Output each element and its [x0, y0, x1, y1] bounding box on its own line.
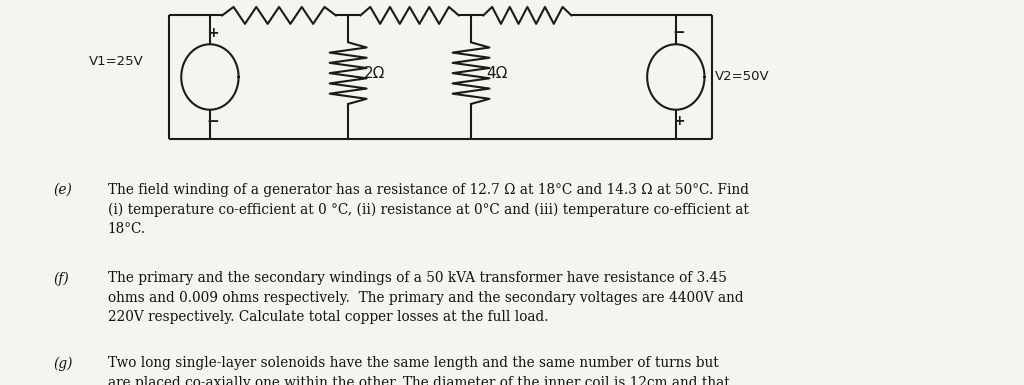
Text: Two long single-layer solenoids have the same length and the same number of turn: Two long single-layer solenoids have the…: [108, 356, 729, 385]
Text: The field winding of a generator has a resistance of 12.7 Ω at 18°C and 14.3 Ω a: The field winding of a generator has a r…: [108, 183, 749, 236]
Text: −: −: [207, 114, 219, 129]
Text: V2=50V: V2=50V: [715, 70, 769, 84]
Text: +: +: [207, 27, 219, 40]
Text: 4Ω: 4Ω: [486, 66, 508, 80]
Text: (e): (e): [53, 183, 72, 197]
Text: The primary and the secondary windings of a 50 kVA transformer have resistance o: The primary and the secondary windings o…: [108, 271, 743, 325]
Text: (g): (g): [53, 356, 73, 370]
Text: +: +: [673, 114, 685, 127]
Text: V1=25V: V1=25V: [89, 55, 143, 68]
Text: 2Ω: 2Ω: [364, 66, 385, 80]
Text: (f): (f): [53, 271, 69, 286]
Text: −: −: [673, 25, 685, 40]
